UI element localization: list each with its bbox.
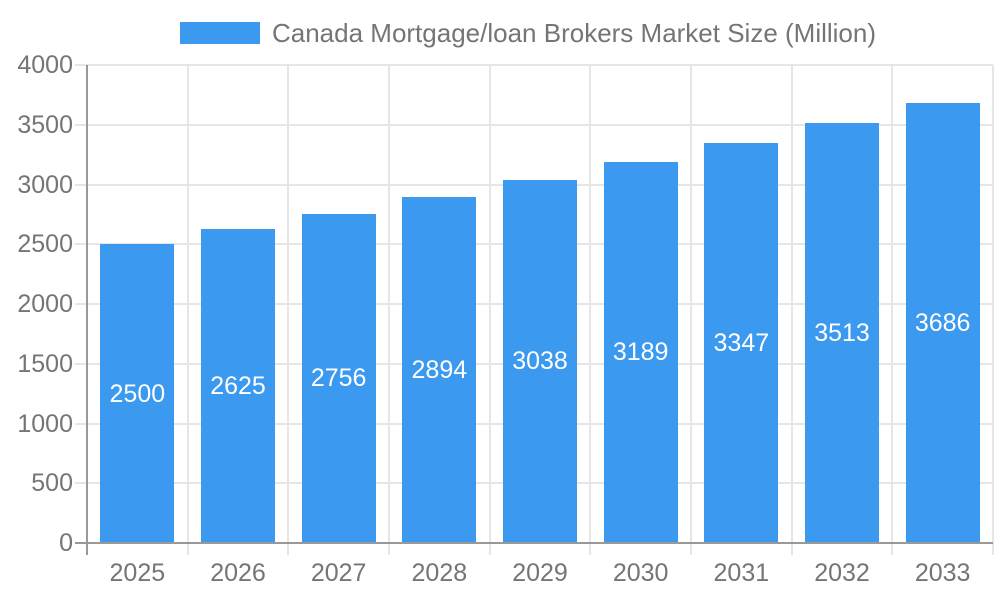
bar[interactable] bbox=[301, 213, 376, 543]
bar-label: 2625 bbox=[210, 372, 266, 401]
x-tick-label: 2025 bbox=[109, 559, 166, 587]
bar[interactable] bbox=[805, 123, 879, 543]
x-tick-label: 2031 bbox=[713, 559, 770, 587]
gridline-vertical bbox=[287, 65, 290, 555]
y-tick-label: 0 bbox=[59, 529, 73, 557]
x-tick-label: 2032 bbox=[814, 559, 870, 587]
bar[interactable] bbox=[100, 244, 175, 543]
bar[interactable] bbox=[603, 161, 678, 543]
y-tick-label: 500 bbox=[31, 469, 73, 498]
bar[interactable] bbox=[905, 102, 980, 543]
y-tick-label: 4000 bbox=[17, 51, 73, 79]
bar-label: 2756 bbox=[310, 364, 367, 393]
bar-label: 3513 bbox=[814, 319, 870, 348]
bar-label: 2894 bbox=[411, 356, 468, 385]
gridline-horizontal bbox=[75, 64, 993, 66]
y-tick-label: 3000 bbox=[17, 170, 73, 199]
bar[interactable] bbox=[503, 179, 577, 543]
bar-label: 2500 bbox=[109, 379, 166, 408]
chart-legend[interactable]: Canada Mortgage/loan Brokers Market Size… bbox=[56, 15, 1000, 51]
x-tick-label: 2029 bbox=[512, 559, 568, 587]
gridline-vertical bbox=[186, 65, 189, 555]
bar[interactable] bbox=[704, 143, 779, 543]
x-tick-label: 2027 bbox=[310, 559, 367, 587]
y-tick-label: 3500 bbox=[17, 110, 73, 139]
gridline-vertical bbox=[388, 65, 390, 555]
bar[interactable] bbox=[402, 197, 477, 543]
gridline-vertical bbox=[992, 65, 994, 555]
x-tick-label: 2030 bbox=[612, 559, 669, 587]
bar[interactable] bbox=[201, 229, 275, 543]
gridline-vertical bbox=[690, 65, 692, 555]
y-tick-label: 2000 bbox=[17, 290, 73, 318]
x-tick-label: 2028 bbox=[411, 559, 468, 587]
gridline-vertical bbox=[790, 65, 793, 555]
y-axis-line bbox=[86, 65, 88, 555]
chart-title: Canada Mortgage/loan Brokers Market Size… bbox=[271, 18, 877, 48]
legend-swatch[interactable] bbox=[179, 22, 260, 44]
gridline-vertical bbox=[589, 65, 592, 555]
bar-label: 3189 bbox=[612, 338, 669, 367]
bar-label: 3347 bbox=[713, 329, 770, 358]
gridline-horizontal bbox=[75, 123, 993, 126]
x-tick-label: 2033 bbox=[914, 559, 971, 587]
y-tick-label: 2500 bbox=[17, 230, 73, 259]
gridline-vertical bbox=[488, 65, 491, 555]
x-axis-line bbox=[75, 542, 993, 544]
gridline-vertical bbox=[891, 65, 894, 555]
y-tick-label: 1500 bbox=[17, 349, 73, 378]
x-tick-label: 2026 bbox=[210, 559, 266, 587]
bar-label: 3038 bbox=[512, 347, 568, 376]
y-tick-label: 1000 bbox=[17, 409, 73, 438]
bar-label: 3686 bbox=[914, 308, 971, 337]
